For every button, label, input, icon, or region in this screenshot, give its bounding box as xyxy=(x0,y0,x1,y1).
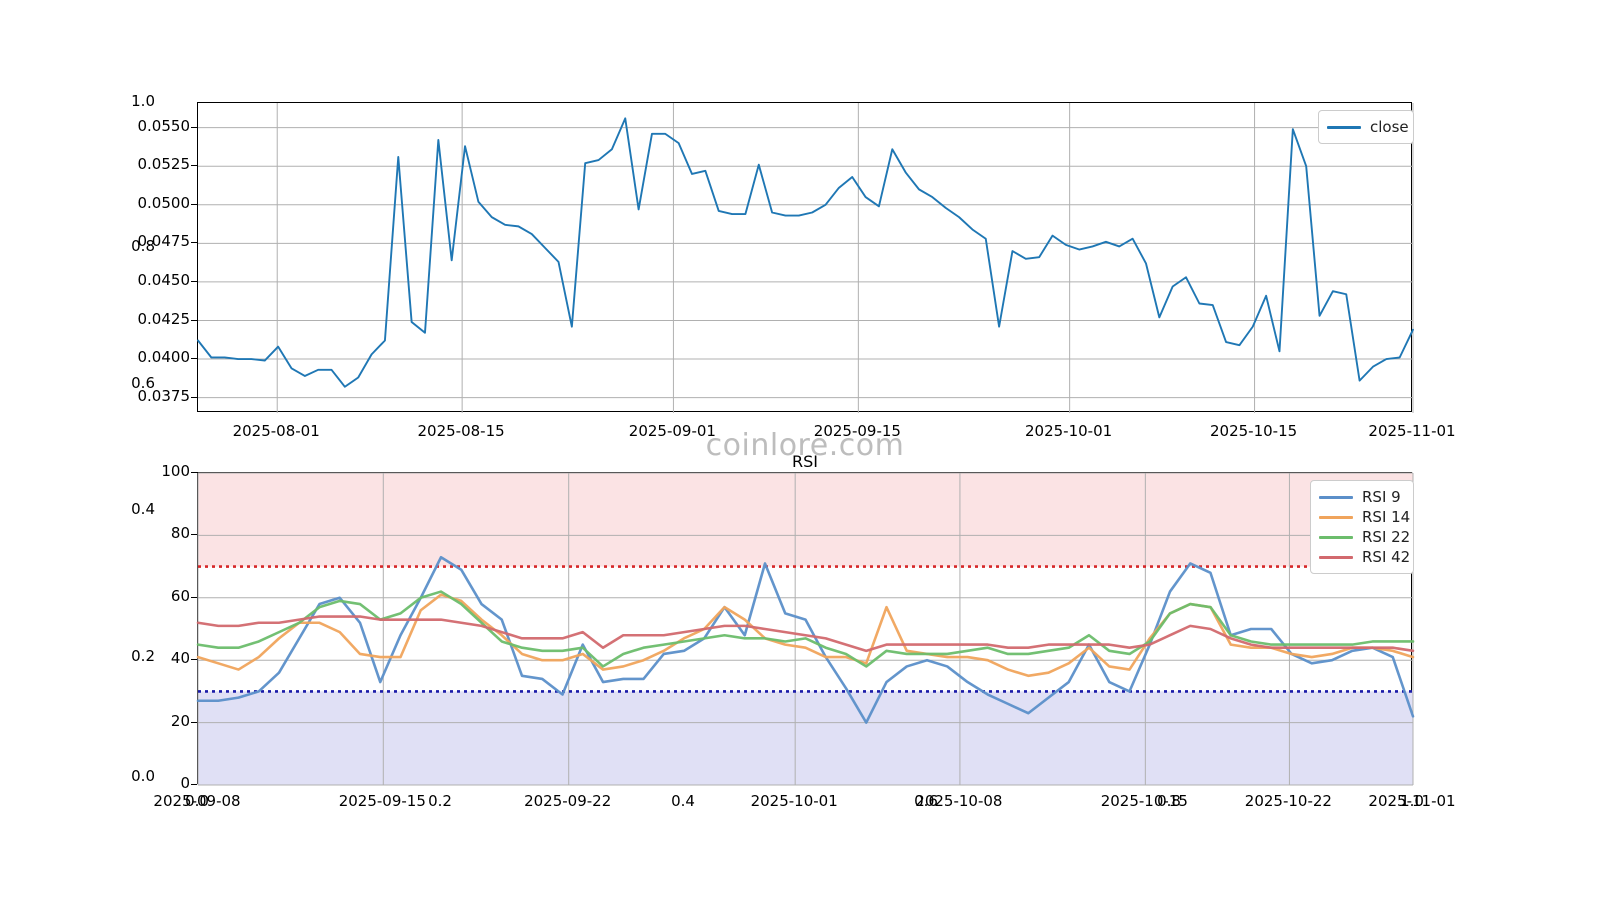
rsi-x-secondary-tick-0.0: 0.0 xyxy=(185,792,209,810)
legend-line-swatch-icon xyxy=(1319,515,1353,519)
rsi-x-secondary-tick-0.8: 0.8 xyxy=(1157,792,1181,810)
watermark: coinlore.com xyxy=(705,428,905,463)
legend-line-swatch-icon xyxy=(1319,535,1353,539)
price-y-tick-mark xyxy=(191,319,197,321)
rsi-chart-panel xyxy=(196,472,1415,786)
price-y-tick-0.0475: 0.0475 xyxy=(137,232,191,251)
price-y-tick-0.0525: 0.0525 xyxy=(137,155,191,174)
rsi-y-secondary-tick-0.2: 0.2 xyxy=(131,647,155,665)
price-y-tick-mark xyxy=(191,203,197,205)
rsi-x-tick-2025-09-15: 2025-09-15 xyxy=(338,792,426,810)
price-y-tick-0.0375: 0.0375 xyxy=(137,386,191,405)
legend-line-swatch-icon xyxy=(1327,125,1361,129)
rsi-x-secondary-tick-0.2: 0.2 xyxy=(428,792,452,810)
rsi-y-tick-100: 100 xyxy=(161,462,190,480)
price-y-tick-0.0400: 0.0400 xyxy=(137,348,191,366)
rsi-y-tick-80: 80 xyxy=(170,524,190,543)
price-x-tick-2025-10-01: 2025-10-01 xyxy=(1025,422,1113,440)
legend-rsi-label: RSI 42 xyxy=(1362,548,1411,566)
price-y-tick-mark xyxy=(191,165,197,167)
rsi-y-tick-mark xyxy=(191,596,197,598)
legend-line-swatch-icon xyxy=(1319,495,1353,499)
price-x-tick-2025-09-15: 2025-09-15 xyxy=(813,422,901,440)
rsi-x-tick-2025-10-08: 2025-10-08 xyxy=(915,792,1003,810)
price-x-tick-2025-11-01: 2025-11-01 xyxy=(1368,422,1456,440)
rsi-y-secondary-tick-0.0: 0.0 xyxy=(131,767,155,785)
price-y-tick-0.0425: 0.0425 xyxy=(137,309,191,328)
rsi-line-plot xyxy=(196,472,1415,786)
rsi-x-secondary-tick-0.4: 0.4 xyxy=(671,792,695,810)
rsi-x-secondary-tick-1.0: 1.0 xyxy=(1400,792,1424,810)
legend-rsi-item[interactable]: RSI 42 xyxy=(1319,547,1410,567)
rsi-y-tick-40: 40 xyxy=(170,649,190,668)
rsi-panel-title: RSI xyxy=(792,452,818,471)
rsi-y-tick-mark xyxy=(191,721,197,723)
legend-rsi-label: RSI 22 xyxy=(1362,528,1411,546)
price-y-tick-0.0450: 0.0450 xyxy=(137,270,191,289)
rsi-y-tick-mark xyxy=(191,659,197,661)
price-y-secondary-tick-0.6: 0.6 xyxy=(131,374,155,392)
rsi-y-secondary-tick-0.4: 0.4 xyxy=(131,500,155,518)
price-line-plot xyxy=(197,103,1414,413)
rsi-y-tick-mark xyxy=(191,784,197,785)
price-x-tick-2025-08-01: 2025-08-01 xyxy=(232,422,320,440)
legend-close-item[interactable]: close xyxy=(1327,117,1409,137)
legend-rsi-item[interactable]: RSI 9 xyxy=(1319,487,1403,507)
rsi-legend: RSI 9 RSI 14 RSI 22 RSI 42 xyxy=(1310,480,1414,574)
rsi-y-tick-mark xyxy=(191,534,197,536)
price-y-tick-mark xyxy=(191,280,197,282)
rsi-y-tick-60: 60 xyxy=(170,586,190,605)
legend-rsi-item[interactable]: RSI 14 xyxy=(1319,507,1410,527)
rsi-x-tick-2025-10-22: 2025-10-22 xyxy=(1244,792,1332,810)
price-y-secondary-tick-0.8: 0.8 xyxy=(131,237,155,255)
price-y-secondary-tick-1.0: 1.0 xyxy=(131,92,155,110)
price-chart-panel xyxy=(197,102,1414,413)
price-y-tick-mark xyxy=(191,358,197,359)
rsi-y-tick-20: 20 xyxy=(170,711,190,730)
price-legend: close xyxy=(1318,110,1414,144)
price-x-tick-2025-08-15: 2025-08-15 xyxy=(417,422,505,440)
price-y-tick-mark xyxy=(191,242,197,244)
legend-rsi-label: RSI 14 xyxy=(1362,508,1411,526)
legend-rsi-item[interactable]: RSI 22 xyxy=(1319,527,1410,547)
price-y-tick-0.0500: 0.0500 xyxy=(137,193,191,212)
rsi-x-tick-2025-11-01: 2025-11-01 xyxy=(1368,792,1456,810)
price-y-tick-0.0550: 0.0550 xyxy=(137,116,191,135)
price-y-tick-mark xyxy=(191,126,197,128)
price-y-tick-mark xyxy=(191,396,197,398)
price-x-tick-2025-10-15: 2025-10-15 xyxy=(1210,422,1298,440)
legend-line-swatch-icon xyxy=(1319,555,1353,559)
rsi-x-tick-2025-10-15: 2025-10-15 xyxy=(1100,792,1188,810)
rsi-x-secondary-tick-0.6: 0.6 xyxy=(914,792,938,810)
rsi-x-tick-2025-09-22: 2025-09-22 xyxy=(524,792,612,810)
rsi-y-tick-0: 0 xyxy=(180,774,190,792)
legend-rsi-label: RSI 9 xyxy=(1362,488,1401,506)
legend-close-label: close xyxy=(1370,118,1409,136)
rsi-x-tick-2025-09-08: 2025-09-08 xyxy=(153,792,241,810)
price-x-tick-2025-09-01: 2025-09-01 xyxy=(628,422,716,440)
rsi-x-tick-2025-10-01: 2025-10-01 xyxy=(750,792,838,810)
rsi-y-tick-mark xyxy=(191,472,197,473)
